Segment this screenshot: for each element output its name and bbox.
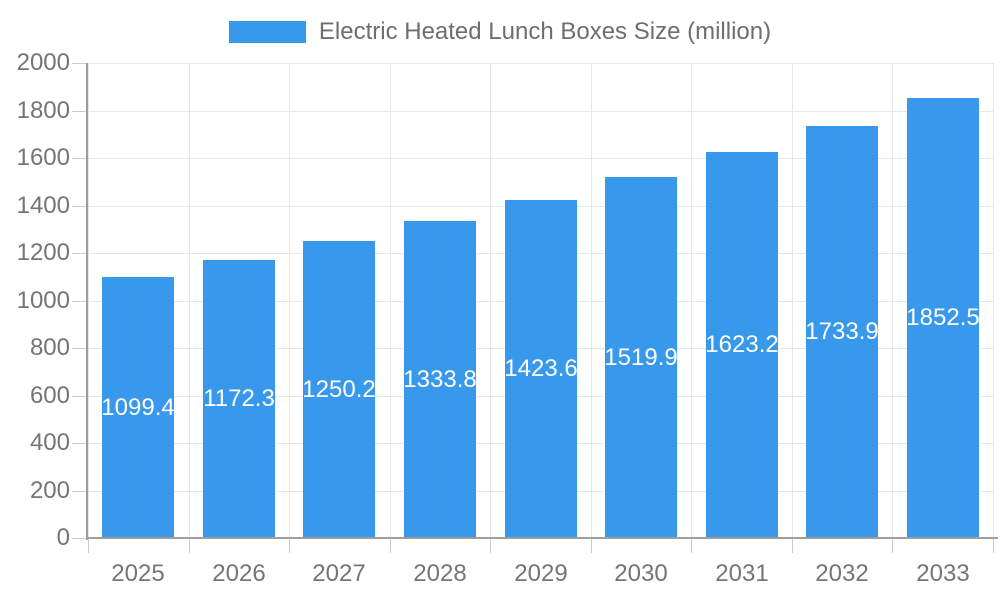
x-axis-tick <box>88 538 89 553</box>
bar-2028[interactable]: 1333.8 <box>403 221 477 538</box>
x-axis-tick <box>289 538 290 553</box>
gridline <box>591 63 592 538</box>
y-axis-tick-label: 800 <box>29 334 70 361</box>
bar-2026[interactable]: 1172.3 <box>203 260 275 538</box>
bar-value-label: 1172.3 <box>203 385 275 412</box>
bar-value-label: 1250.2 <box>302 375 376 403</box>
x-axis-tick <box>390 538 391 553</box>
bar-value-label: 1099.4 <box>101 393 175 421</box>
bar-value-label: 1623.2 <box>705 331 779 358</box>
x-axis-category-label: 2033 <box>916 560 970 587</box>
y-axis-tick <box>72 253 88 254</box>
x-axis-category-label: 2032 <box>815 560 869 587</box>
y-axis-tick <box>72 111 88 112</box>
gridline <box>88 111 993 112</box>
x-axis-line <box>86 537 998 539</box>
bar-2033[interactable]: 1852.5 <box>906 98 980 538</box>
chart-legend[interactable]: Electric Heated Lunch Boxes Size (millio… <box>0 17 1000 47</box>
x-axis-tick <box>189 538 190 553</box>
y-axis-tick <box>72 158 88 159</box>
y-axis-line <box>86 63 88 540</box>
y-axis-tick-label: 1400 <box>16 192 70 219</box>
bar-value-label: 1333.8 <box>403 365 477 393</box>
y-axis-tick-label: 400 <box>29 429 70 456</box>
x-axis-tick <box>490 538 491 553</box>
y-axis-tick <box>72 348 88 349</box>
bar-value-label: 1733.9 <box>805 318 879 345</box>
gridline <box>88 63 993 64</box>
y-axis-tick-label: 1000 <box>16 287 70 314</box>
gridline <box>490 63 491 538</box>
x-axis-tick <box>591 538 592 553</box>
x-axis-tick <box>691 538 692 553</box>
x-axis-tick <box>892 538 893 553</box>
y-axis-tick-label: 1200 <box>16 239 70 266</box>
y-axis-tick <box>72 538 88 539</box>
y-axis-tick-label: 1600 <box>16 144 70 171</box>
x-axis-tick <box>792 538 793 553</box>
x-axis-category-label: 2026 <box>212 560 266 587</box>
y-axis-tick-label: 1800 <box>16 97 70 124</box>
gridline <box>892 63 893 538</box>
gridline <box>993 63 994 538</box>
gridline <box>691 63 692 538</box>
legend-label: Electric Heated Lunch Boxes Size (millio… <box>318 18 772 45</box>
y-axis-tick-label: 0 <box>56 524 70 551</box>
bar-2029[interactable]: 1423.6 <box>504 200 578 538</box>
y-axis-tick-label: 600 <box>29 382 70 409</box>
y-axis-tick <box>72 301 88 302</box>
y-axis-tick-label: 200 <box>29 477 70 504</box>
gridline <box>792 63 793 538</box>
x-axis-tick <box>993 538 994 553</box>
bar-2031[interactable]: 1623.2 <box>705 152 779 538</box>
x-axis-category-label: 2029 <box>514 560 568 587</box>
y-axis-tick <box>72 206 88 207</box>
gridline <box>289 63 290 538</box>
gridline <box>88 158 993 159</box>
bar-2032[interactable]: 1733.9 <box>805 126 879 538</box>
gridline <box>88 63 89 538</box>
bar-2030[interactable]: 1519.9 <box>604 177 678 538</box>
x-axis-category-label: 2027 <box>312 560 366 587</box>
bar-value-label: 1519.9 <box>604 343 678 371</box>
bar-2025[interactable]: 1099.4 <box>101 277 175 538</box>
bar-value-label: 1852.5 <box>906 304 980 331</box>
x-axis-category-label: 2031 <box>715 560 769 587</box>
x-axis-category-label: 2028 <box>413 560 467 587</box>
x-axis-category-label: 2025 <box>111 560 165 587</box>
y-axis-tick <box>72 63 88 64</box>
x-axis-category-label: 2030 <box>614 560 668 587</box>
y-axis-tick <box>72 396 88 397</box>
y-axis-tick <box>72 443 88 444</box>
y-axis-tick <box>72 491 88 492</box>
gridline <box>390 63 391 538</box>
y-axis-tick-label: 2000 <box>16 49 70 76</box>
bar-2027[interactable]: 1250.2 <box>302 241 376 538</box>
bar-value-label: 1423.6 <box>504 355 578 382</box>
gridline <box>189 63 190 538</box>
legend-swatch-icon <box>228 21 306 43</box>
